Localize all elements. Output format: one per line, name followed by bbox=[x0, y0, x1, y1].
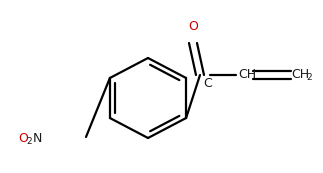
Text: C: C bbox=[203, 77, 212, 90]
Text: 2: 2 bbox=[26, 136, 32, 145]
Text: CH: CH bbox=[291, 69, 309, 81]
Text: 2: 2 bbox=[306, 74, 312, 83]
Text: O: O bbox=[188, 20, 198, 33]
Text: CH: CH bbox=[238, 69, 256, 81]
Text: O: O bbox=[18, 131, 28, 144]
Text: N: N bbox=[33, 131, 42, 144]
